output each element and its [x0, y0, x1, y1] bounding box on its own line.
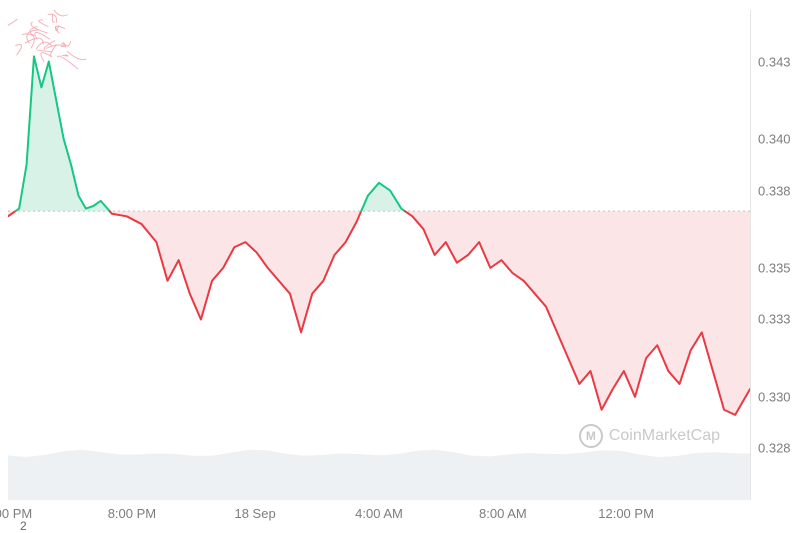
price-chart: 0.343 0.340 0.338 0.335 0.333 0.330 0.328 4:00…	[0, 0, 800, 533]
x-tick-label: 4:00 AM	[355, 506, 403, 521]
x-tick-label: 18 Sep	[234, 506, 275, 521]
y-tick-label: 0.340	[758, 131, 791, 146]
x-tick-label: 4:00 PM	[0, 506, 32, 521]
y-tick-label: 0.343	[758, 54, 791, 69]
watermark-text: CoinMarketCap	[609, 427, 720, 445]
y-tick-label: 0.330	[758, 389, 791, 404]
x-tick-label: 8:00 AM	[479, 506, 527, 521]
x-tick-label: 8:00 PM	[108, 506, 156, 521]
y-tick-label: 0.338	[758, 183, 791, 198]
coinmarketcap-logo-icon: M	[579, 424, 603, 448]
footnote: 2	[20, 519, 27, 533]
x-tick-label: 12:00 PM	[598, 506, 654, 521]
y-tick-label: 0.328	[758, 441, 791, 456]
watermark: M CoinMarketCap	[579, 424, 720, 448]
y-tick-label: 0.335	[758, 260, 791, 275]
y-tick-label: 0.333	[758, 312, 791, 327]
